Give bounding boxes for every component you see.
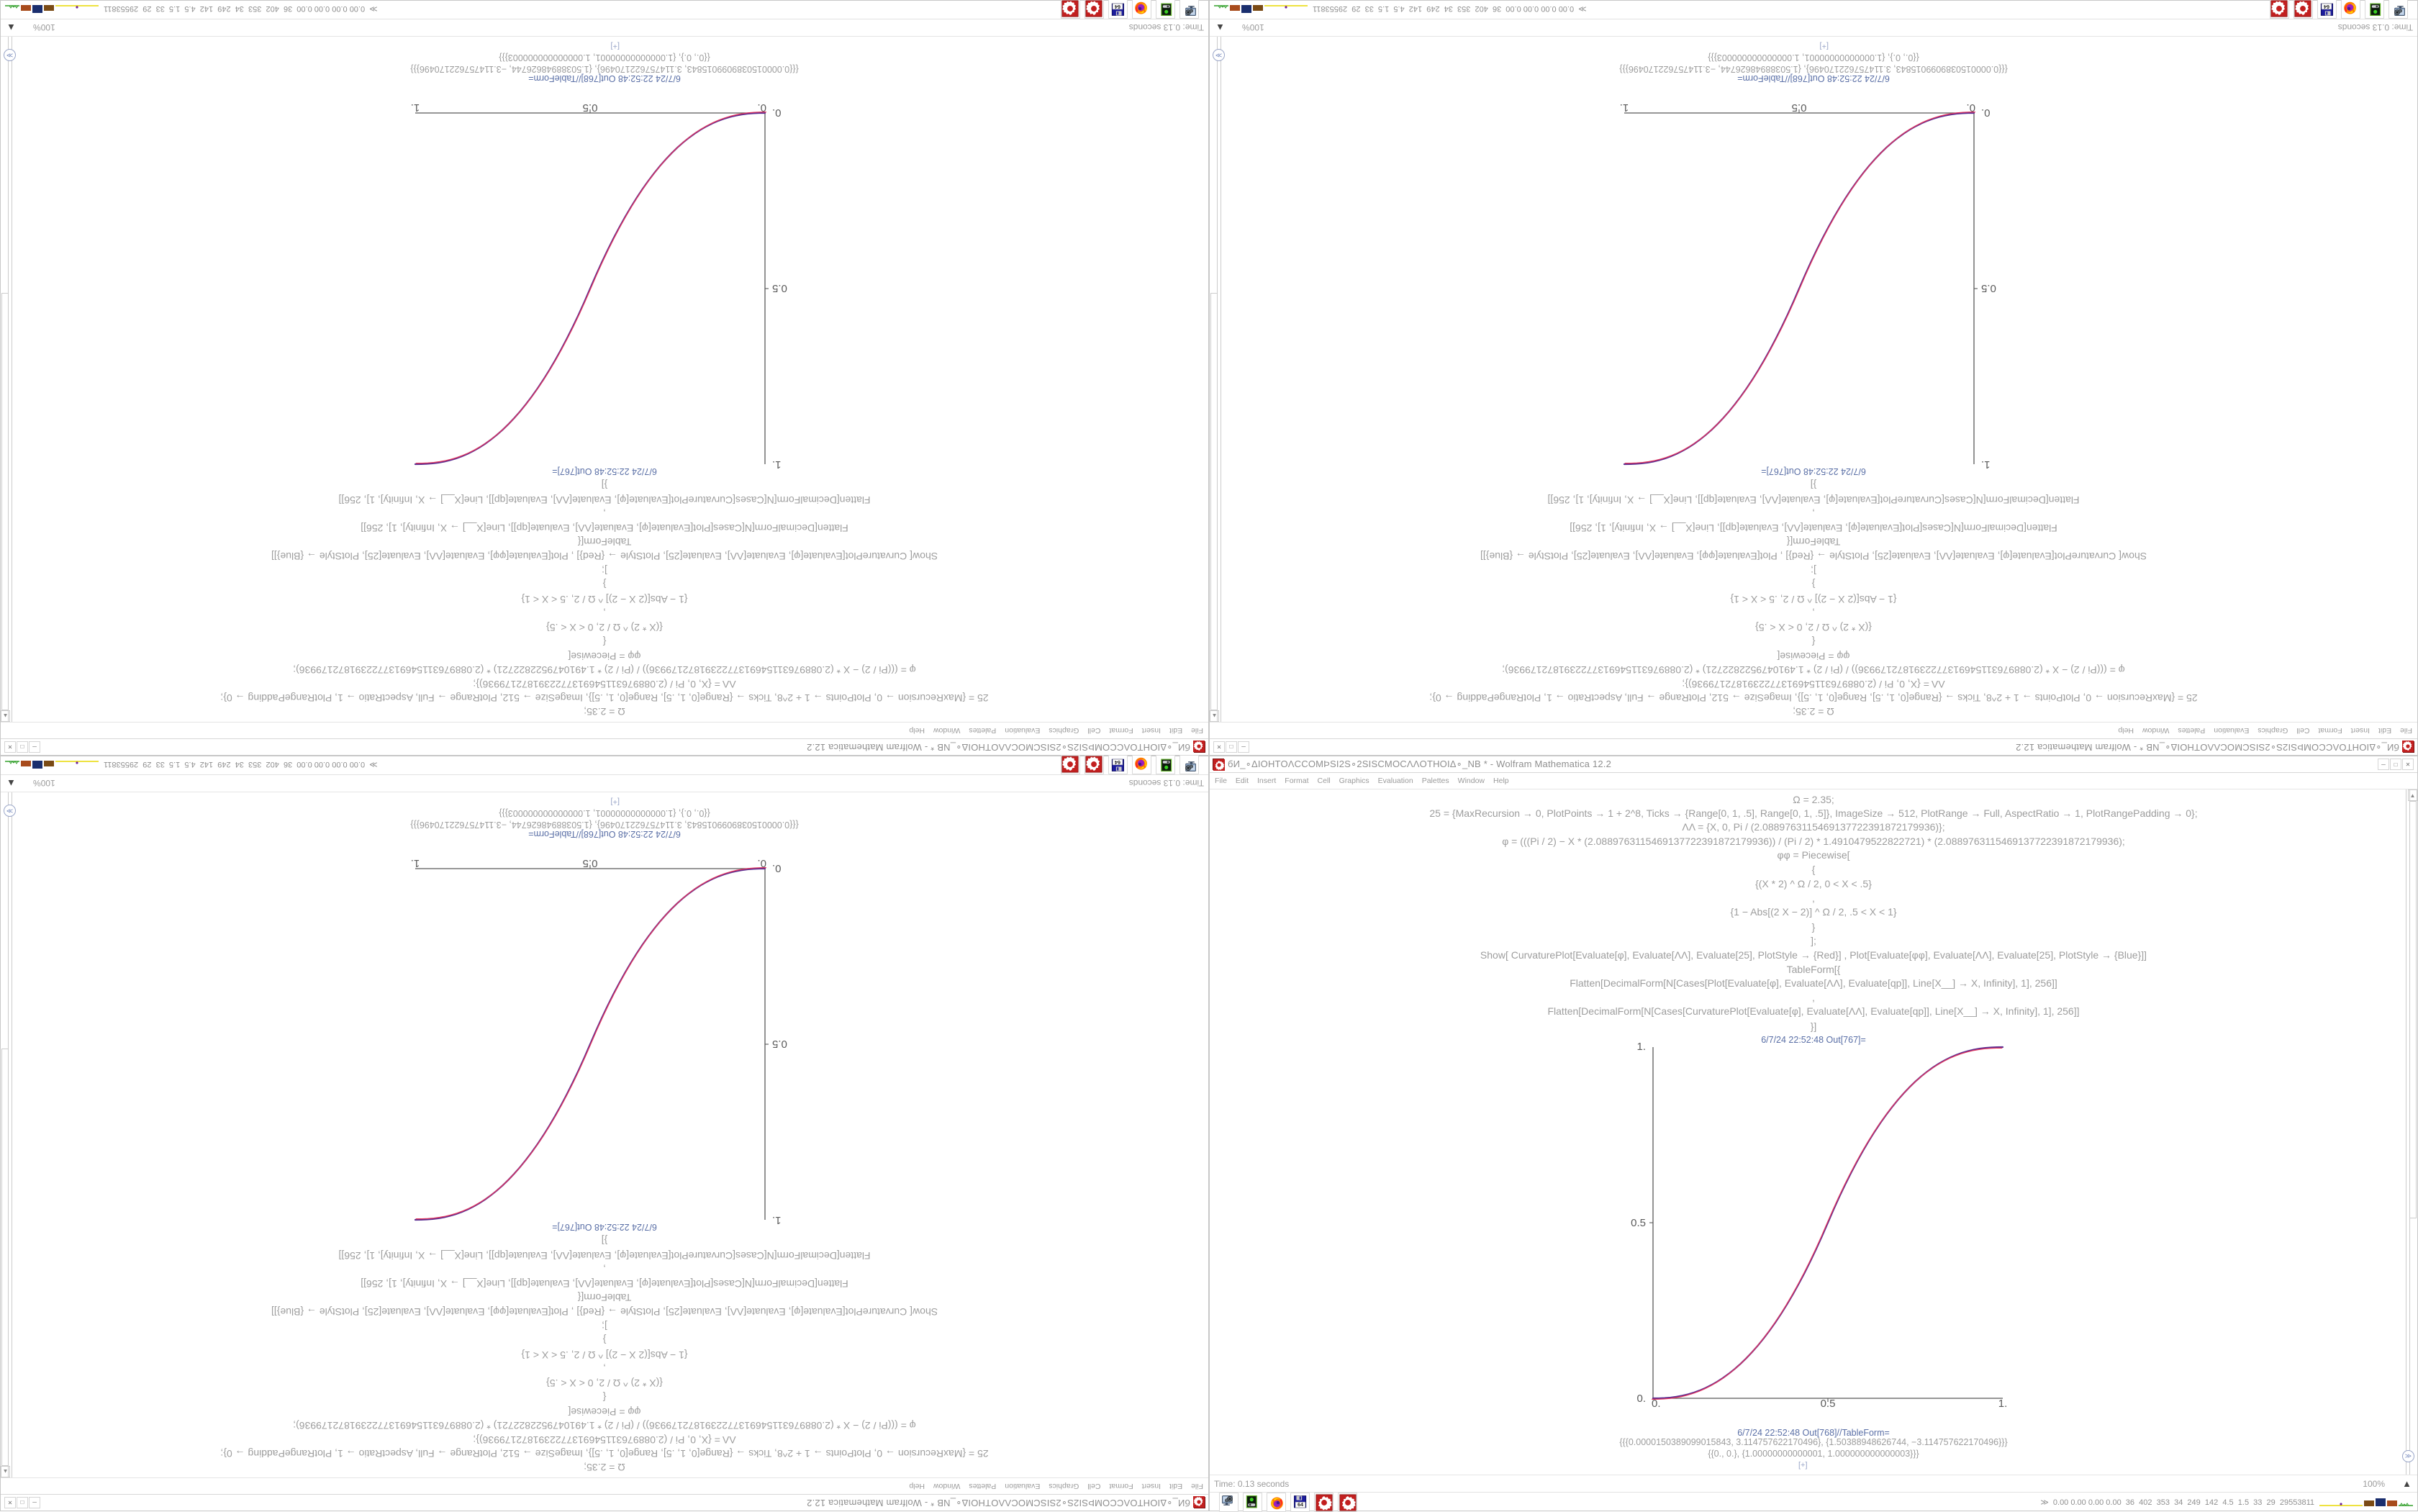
svg-text:1.: 1. xyxy=(1620,101,1629,114)
svg-text:0.: 0. xyxy=(772,107,782,119)
svg-text:0.5: 0.5 xyxy=(772,1038,787,1050)
svg-text:0.: 0. xyxy=(772,862,782,874)
svg-text:1.: 1. xyxy=(1998,1398,2008,1410)
svg-text:0.5: 0.5 xyxy=(1631,1217,1646,1229)
svg-text:0.5: 0.5 xyxy=(1981,282,1996,294)
svg-text:64: 64 xyxy=(1115,759,1120,766)
svg-text:0.5: 0.5 xyxy=(583,857,598,869)
svg-text:1.: 1. xyxy=(411,857,420,869)
svg-text:0.5: 0.5 xyxy=(1821,1398,1836,1410)
svg-text:0.5: 0.5 xyxy=(772,282,787,294)
svg-text:64: 64 xyxy=(2324,4,2329,10)
svg-text:1.: 1. xyxy=(772,458,782,471)
svg-text:0.5: 0.5 xyxy=(1792,101,1807,114)
svg-text:1.: 1. xyxy=(772,1214,782,1226)
svg-text:1.: 1. xyxy=(411,101,420,114)
svg-text:1.: 1. xyxy=(1981,458,1991,471)
svg-text:0.5: 0.5 xyxy=(583,101,598,114)
svg-text:1.: 1. xyxy=(1636,1041,1646,1053)
svg-text:0.: 0. xyxy=(1636,1393,1646,1405)
svg-text:64: 64 xyxy=(1115,4,1120,10)
svg-text:64: 64 xyxy=(1297,1501,1303,1508)
svg-text:0.: 0. xyxy=(1981,107,1991,119)
